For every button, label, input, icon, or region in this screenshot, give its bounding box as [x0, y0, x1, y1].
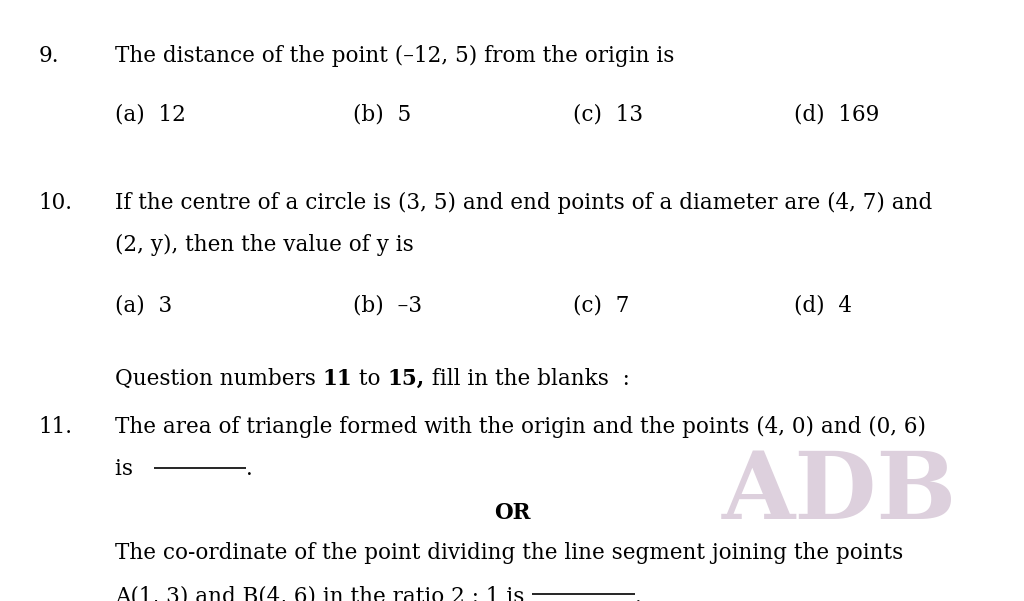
Text: is: is [115, 458, 139, 480]
Text: (b)  –3: (b) –3 [353, 294, 423, 317]
Text: (2, y), then the value of y is: (2, y), then the value of y is [115, 234, 414, 257]
Text: .: . [246, 458, 253, 480]
Text: 9.: 9. [39, 45, 59, 67]
Text: If the centre of a circle is (3, 5) and end points of a diameter are (4, 7) and: If the centre of a circle is (3, 5) and … [115, 192, 932, 215]
Text: .: . [635, 586, 642, 601]
Text: OR: OR [494, 502, 530, 524]
Text: fill in the blanks  :: fill in the blanks : [425, 368, 630, 390]
Text: (d)  169: (d) 169 [794, 103, 879, 126]
Text: 11: 11 [323, 368, 352, 390]
Text: (a)  3: (a) 3 [115, 294, 172, 317]
Text: (d)  4: (d) 4 [794, 294, 852, 317]
Text: to: to [352, 368, 387, 390]
Text: A(1, 3) and B(4, 6) in the ratio 2 : 1 is: A(1, 3) and B(4, 6) in the ratio 2 : 1 i… [115, 586, 530, 601]
Text: 10.: 10. [39, 192, 73, 215]
Text: (a)  12: (a) 12 [115, 103, 185, 126]
Text: (c)  7: (c) 7 [573, 294, 630, 317]
Text: The area of triangle formed with the origin and the points (4, 0) and (0, 6): The area of triangle formed with the ori… [115, 416, 926, 438]
Text: The distance of the point (–12, 5) from the origin is: The distance of the point (–12, 5) from … [115, 45, 674, 67]
Text: The co-ordinate of the point dividing the line segment joining the points: The co-ordinate of the point dividing th… [115, 542, 903, 564]
Text: ADB: ADB [722, 448, 957, 538]
Text: (c)  13: (c) 13 [573, 103, 643, 126]
Text: 15,: 15, [387, 368, 425, 390]
Text: 11.: 11. [39, 416, 73, 438]
Text: (b)  5: (b) 5 [353, 103, 412, 126]
Text: Question numbers: Question numbers [115, 368, 323, 390]
